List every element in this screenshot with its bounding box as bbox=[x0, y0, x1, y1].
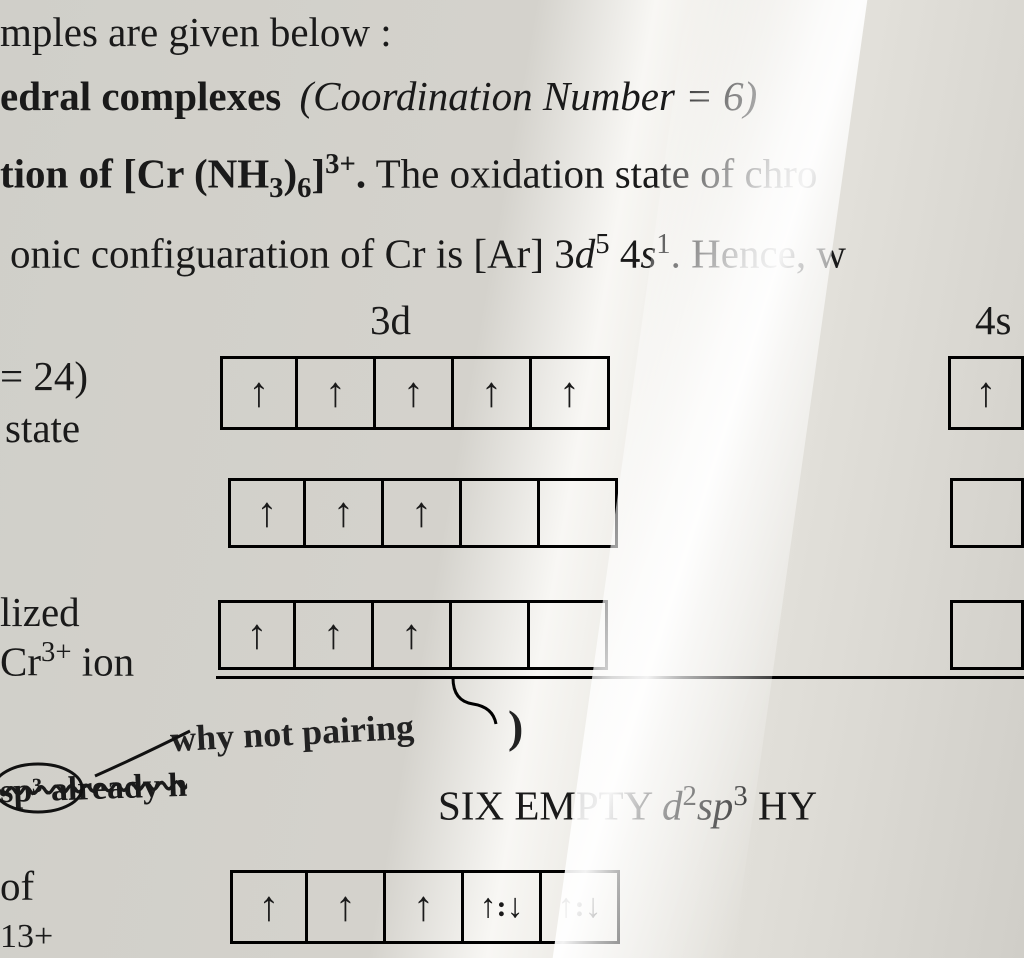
orbital-box bbox=[540, 478, 618, 548]
fragment: ) bbox=[283, 151, 297, 197]
text-lized: lized bbox=[0, 588, 80, 636]
orbital-row-2-4s bbox=[950, 478, 1024, 548]
fragment: 13+ bbox=[0, 918, 53, 955]
fragment: mples are given below : bbox=[0, 9, 392, 55]
fragment: why not pairing bbox=[169, 707, 415, 760]
fragment: HY bbox=[748, 783, 817, 829]
orbital-row-3-4s bbox=[950, 600, 1024, 670]
orbital-box bbox=[948, 356, 1024, 430]
text-state: state bbox=[5, 404, 80, 452]
fragment: Cr bbox=[0, 639, 41, 685]
orbital-box bbox=[452, 600, 530, 670]
orbital-box bbox=[950, 478, 1024, 548]
label-3d: 3d bbox=[370, 296, 411, 344]
fragment: d bbox=[575, 231, 596, 277]
orbital-box: ↑:↓ bbox=[542, 870, 620, 944]
orbital-box bbox=[228, 478, 306, 548]
fragment: state bbox=[5, 405, 80, 451]
orbital-row-1-3d bbox=[220, 356, 610, 430]
orbital-box bbox=[454, 356, 532, 430]
fragment: . Hence, w bbox=[671, 231, 846, 277]
text-six-empty: SIX EMPTY d2sp3 HY bbox=[438, 780, 817, 830]
orbital-box bbox=[532, 356, 610, 430]
fragment: ion bbox=[72, 639, 135, 685]
fragment: d bbox=[662, 783, 683, 829]
orbital-box bbox=[230, 870, 308, 944]
fragment: s bbox=[640, 231, 656, 277]
orbital-box bbox=[298, 356, 376, 430]
fragment: The oxidation state of chro bbox=[376, 151, 818, 197]
fragment: lized bbox=[0, 589, 80, 635]
sup: 3 bbox=[733, 780, 747, 812]
orbital-box bbox=[462, 478, 540, 548]
sub: 6 bbox=[297, 172, 311, 204]
orbital-row-1-4s bbox=[948, 356, 1024, 430]
brace-tail-icon bbox=[448, 676, 508, 726]
fragment: . bbox=[356, 151, 366, 197]
fragment: sp bbox=[697, 783, 733, 829]
sup: 2 bbox=[683, 780, 697, 812]
sup: 1 bbox=[656, 228, 670, 260]
orbital-row-4-3d: ↑:↓ ↑:↓ bbox=[230, 870, 620, 944]
orbital-row-2-3d bbox=[228, 478, 618, 548]
fragment: SIX EMPTY bbox=[438, 783, 662, 829]
sup: 3+ bbox=[41, 636, 72, 668]
fragment: = 24) bbox=[0, 353, 88, 399]
sup: 5 bbox=[595, 228, 609, 260]
fragment: onic configuaration of Cr is [Ar] 3 bbox=[10, 231, 575, 277]
orbital-box bbox=[950, 600, 1024, 670]
oval-scribble-icon bbox=[0, 758, 90, 818]
fragment: [Cr (NH bbox=[123, 151, 269, 197]
fragment: tion of bbox=[0, 151, 123, 197]
text-eq24: = 24) bbox=[0, 352, 88, 400]
text-line-1: mples are given below : bbox=[0, 8, 392, 56]
orbital-box bbox=[384, 478, 462, 548]
fragment-bold: edral complexes bbox=[0, 73, 281, 119]
orbital-row-3-3d bbox=[218, 600, 608, 670]
orbital-box bbox=[218, 600, 296, 670]
text-line-4: onic configuaration of Cr is [Ar] 3d5 4s… bbox=[10, 228, 846, 278]
text-cr3-ion: Cr3+ ion bbox=[0, 636, 134, 686]
sub: 3 bbox=[269, 172, 283, 204]
text-line-2: edral complexes (Coordination Number = 6… bbox=[0, 72, 757, 120]
text-line-3: tion of [Cr (NH3)6]3+. The oxidation sta… bbox=[0, 148, 817, 205]
text-of: of bbox=[0, 862, 34, 910]
fragment-italic: (Coordination Number = 6) bbox=[299, 73, 757, 119]
orbital-box bbox=[386, 870, 464, 944]
orbital-box bbox=[530, 600, 608, 670]
handwriting-why: why not pairing bbox=[169, 706, 415, 761]
fragment: ] bbox=[311, 151, 325, 197]
label-4s: 4s bbox=[975, 296, 1011, 344]
orbital-box bbox=[376, 356, 454, 430]
orbital-box bbox=[306, 478, 384, 548]
orbital-box bbox=[296, 600, 374, 670]
fragment: 3d bbox=[370, 297, 411, 343]
orbital-box: ↑:↓ bbox=[464, 870, 542, 944]
fragment: 4 bbox=[610, 231, 641, 277]
orbital-box bbox=[308, 870, 386, 944]
fragment: 4s bbox=[975, 297, 1011, 343]
fragment: of bbox=[0, 863, 34, 909]
arrow-line-icon bbox=[90, 726, 200, 786]
orbital-box bbox=[220, 356, 298, 430]
underline-brace bbox=[216, 676, 1024, 679]
sup: 3+ bbox=[325, 148, 356, 180]
text-z13: 13+ bbox=[0, 918, 53, 956]
orbital-box bbox=[374, 600, 452, 670]
handwriting-paren: ) bbox=[508, 700, 523, 753]
